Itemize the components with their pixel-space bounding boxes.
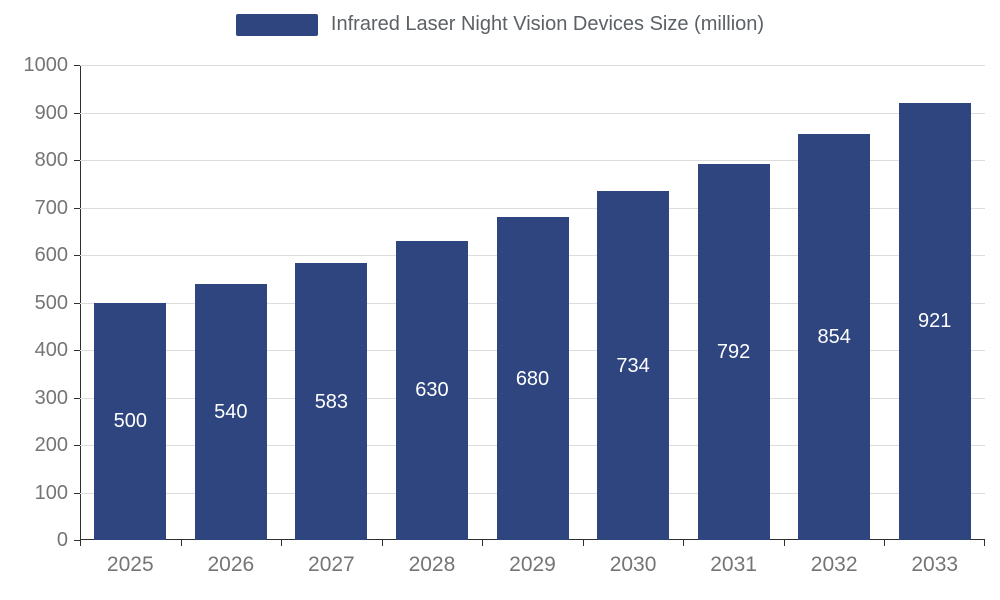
bar-value-label: 583 xyxy=(314,390,349,413)
y-axis-tick xyxy=(74,350,80,351)
y-axis-label: 500 xyxy=(34,291,68,314)
bar xyxy=(496,217,569,540)
y-axis-tick xyxy=(74,65,80,66)
bar xyxy=(194,283,267,540)
x-axis-label: 2028 xyxy=(408,553,456,576)
x-axis-tick xyxy=(884,540,886,546)
bar-value-label: 630 xyxy=(415,379,449,402)
y-axis-tick xyxy=(74,255,80,256)
bar-value-label: 792 xyxy=(716,340,751,363)
x-axis-label: 2027 xyxy=(308,553,355,576)
y-axis-tick xyxy=(74,302,80,304)
bar-value-label: 680 xyxy=(515,367,550,390)
x-axis-tick xyxy=(783,540,785,546)
y-axis-label: 600 xyxy=(34,244,68,266)
y-axis-tick xyxy=(74,397,80,399)
x-axis-label: 2033 xyxy=(911,553,959,576)
y-axis-label: 900 xyxy=(34,101,68,124)
legend-swatch[interactable] xyxy=(235,13,318,36)
gridline xyxy=(80,207,985,209)
x-axis-label: 2025 xyxy=(106,553,154,576)
bar xyxy=(597,191,670,540)
y-axis-label: 0 xyxy=(56,529,68,551)
bar-value-label: 500 xyxy=(113,410,147,433)
bar xyxy=(898,102,971,540)
gridline xyxy=(80,160,985,161)
y-axis-label: 300 xyxy=(34,386,68,409)
bar xyxy=(94,302,167,540)
bar xyxy=(295,263,368,540)
x-axis-label: 2029 xyxy=(509,553,556,576)
bar-value-label: 854 xyxy=(817,326,851,349)
legend-label[interactable]: Infrared Laser Night Vision Devices Size… xyxy=(330,13,765,35)
y-axis-label: 700 xyxy=(34,196,68,219)
x-axis-tick xyxy=(281,540,283,546)
x-axis-tick xyxy=(80,540,81,546)
bar-value-label: 921 xyxy=(918,310,952,333)
y-axis-label: 1000 xyxy=(23,54,69,76)
bar xyxy=(697,163,770,540)
y-axis-label: 800 xyxy=(34,149,68,171)
x-axis-tick xyxy=(984,540,985,546)
x-axis-tick xyxy=(381,540,383,546)
gridline xyxy=(80,65,985,66)
y-axis-tick xyxy=(74,445,80,446)
y-axis-tick xyxy=(74,492,80,494)
x-axis-tick xyxy=(180,540,182,546)
y-axis-tick xyxy=(74,540,80,541)
y-axis-label: 100 xyxy=(34,481,68,504)
x-axis-label: 2031 xyxy=(710,553,757,576)
bar-value-label: 734 xyxy=(616,354,650,377)
bar xyxy=(395,240,468,540)
x-axis-label: 2030 xyxy=(609,553,657,576)
chart-legend[interactable]: Infrared Laser Night Vision Devices Size… xyxy=(0,13,1000,36)
y-axis-label: 400 xyxy=(34,339,68,361)
y-axis-label: 200 xyxy=(34,434,68,456)
gridline xyxy=(80,112,985,114)
x-axis-label: 2026 xyxy=(207,553,255,576)
bar-value-label: 540 xyxy=(214,400,248,423)
x-axis-tick xyxy=(482,540,484,546)
x-axis-label: 2032 xyxy=(810,553,858,576)
y-axis-tick xyxy=(74,160,80,161)
bar xyxy=(798,134,871,540)
x-axis-tick xyxy=(683,540,685,546)
y-axis-tick xyxy=(74,112,80,114)
y-axis-tick xyxy=(74,207,80,209)
x-axis-tick xyxy=(582,540,584,546)
